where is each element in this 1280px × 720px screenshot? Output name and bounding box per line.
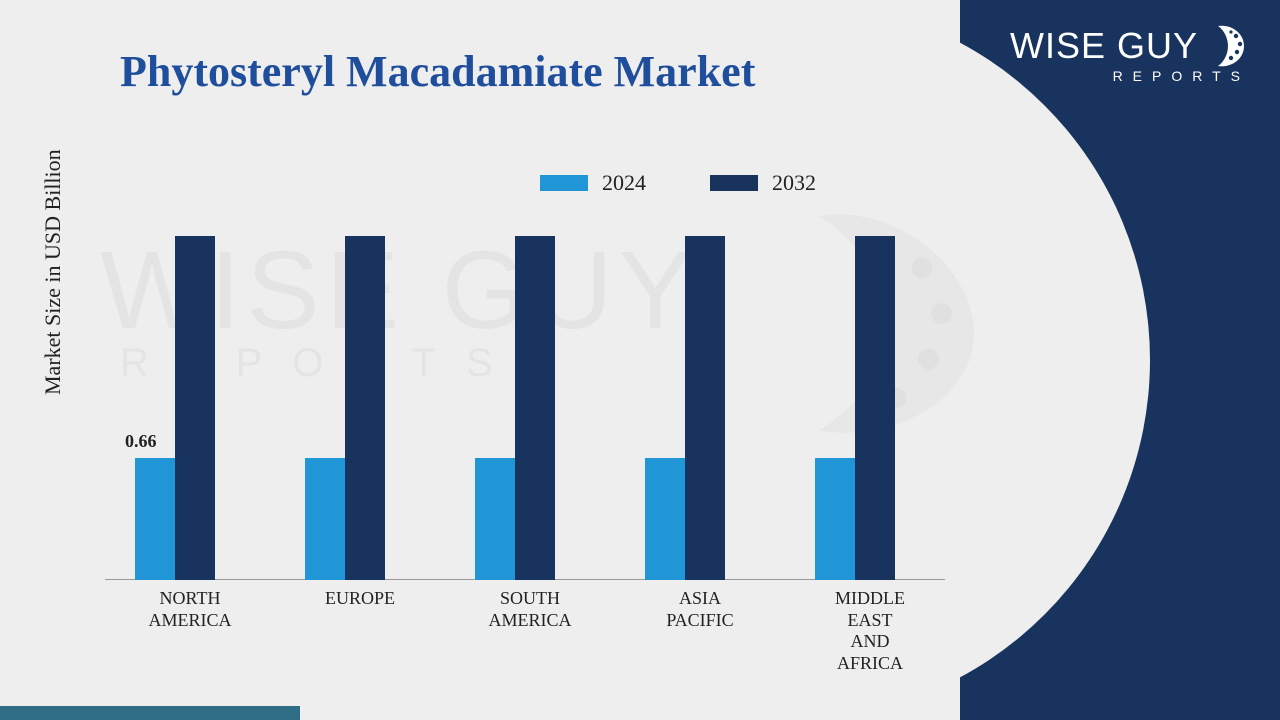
bar-2024 — [305, 458, 345, 580]
plot-area: 0.66NORTHAMERICA EUROPE SOUTHAMERICA ASIAPA… — [105, 210, 945, 580]
bar-2024 — [645, 458, 685, 580]
bar-group: EUROPE — [305, 210, 415, 580]
bar-2024 — [475, 458, 515, 580]
bar-2032 — [175, 236, 215, 580]
legend-swatch-2024 — [540, 175, 588, 191]
bar-group: 0.66NORTHAMERICA — [135, 210, 245, 580]
logo-main: WISE GUY — [1010, 22, 1252, 70]
bar-group: SOUTHAMERICA — [475, 210, 585, 580]
chart-title: Phytosteryl Macadamiate Market — [120, 46, 755, 97]
legend-label-2024: 2024 — [602, 170, 646, 196]
bar-2032 — [515, 236, 555, 580]
bar-value-label: 0.66 — [125, 431, 157, 452]
logo-main-text: WISE GUY — [1010, 25, 1198, 67]
category-label: MIDDLEEASTANDAFRICA — [800, 588, 940, 674]
category-label: NORTHAMERICA — [120, 588, 260, 631]
bottom-accent-bar — [0, 706, 300, 720]
bar-group: MIDDLEEASTANDAFRICA — [815, 210, 925, 580]
bar-2024 — [135, 458, 175, 580]
y-axis-label: Market Size in USD Billion — [40, 149, 66, 395]
logo-head-icon — [1204, 22, 1252, 70]
right-panel — [960, 0, 1280, 720]
bar-2024 — [815, 458, 855, 580]
legend-label-2032: 2032 — [772, 170, 816, 196]
bar-2032 — [685, 236, 725, 580]
bar-2032 — [855, 236, 895, 580]
bar-group: ASIAPACIFIC — [645, 210, 755, 580]
logo: WISE GUY REPORTS — [1010, 22, 1252, 84]
category-label: SOUTHAMERICA — [460, 588, 600, 631]
legend: 2024 2032 — [540, 170, 816, 196]
category-label: EUROPE — [290, 588, 430, 610]
logo-sub-text: REPORTS — [1010, 68, 1252, 84]
canvas: WISE GUY REPORTS WISE GUY REPORTS — [0, 0, 1280, 720]
legend-item-2024: 2024 — [540, 170, 646, 196]
category-label: ASIAPACIFIC — [630, 588, 770, 631]
bar-2032 — [345, 236, 385, 580]
legend-swatch-2032 — [710, 175, 758, 191]
legend-item-2032: 2032 — [710, 170, 816, 196]
